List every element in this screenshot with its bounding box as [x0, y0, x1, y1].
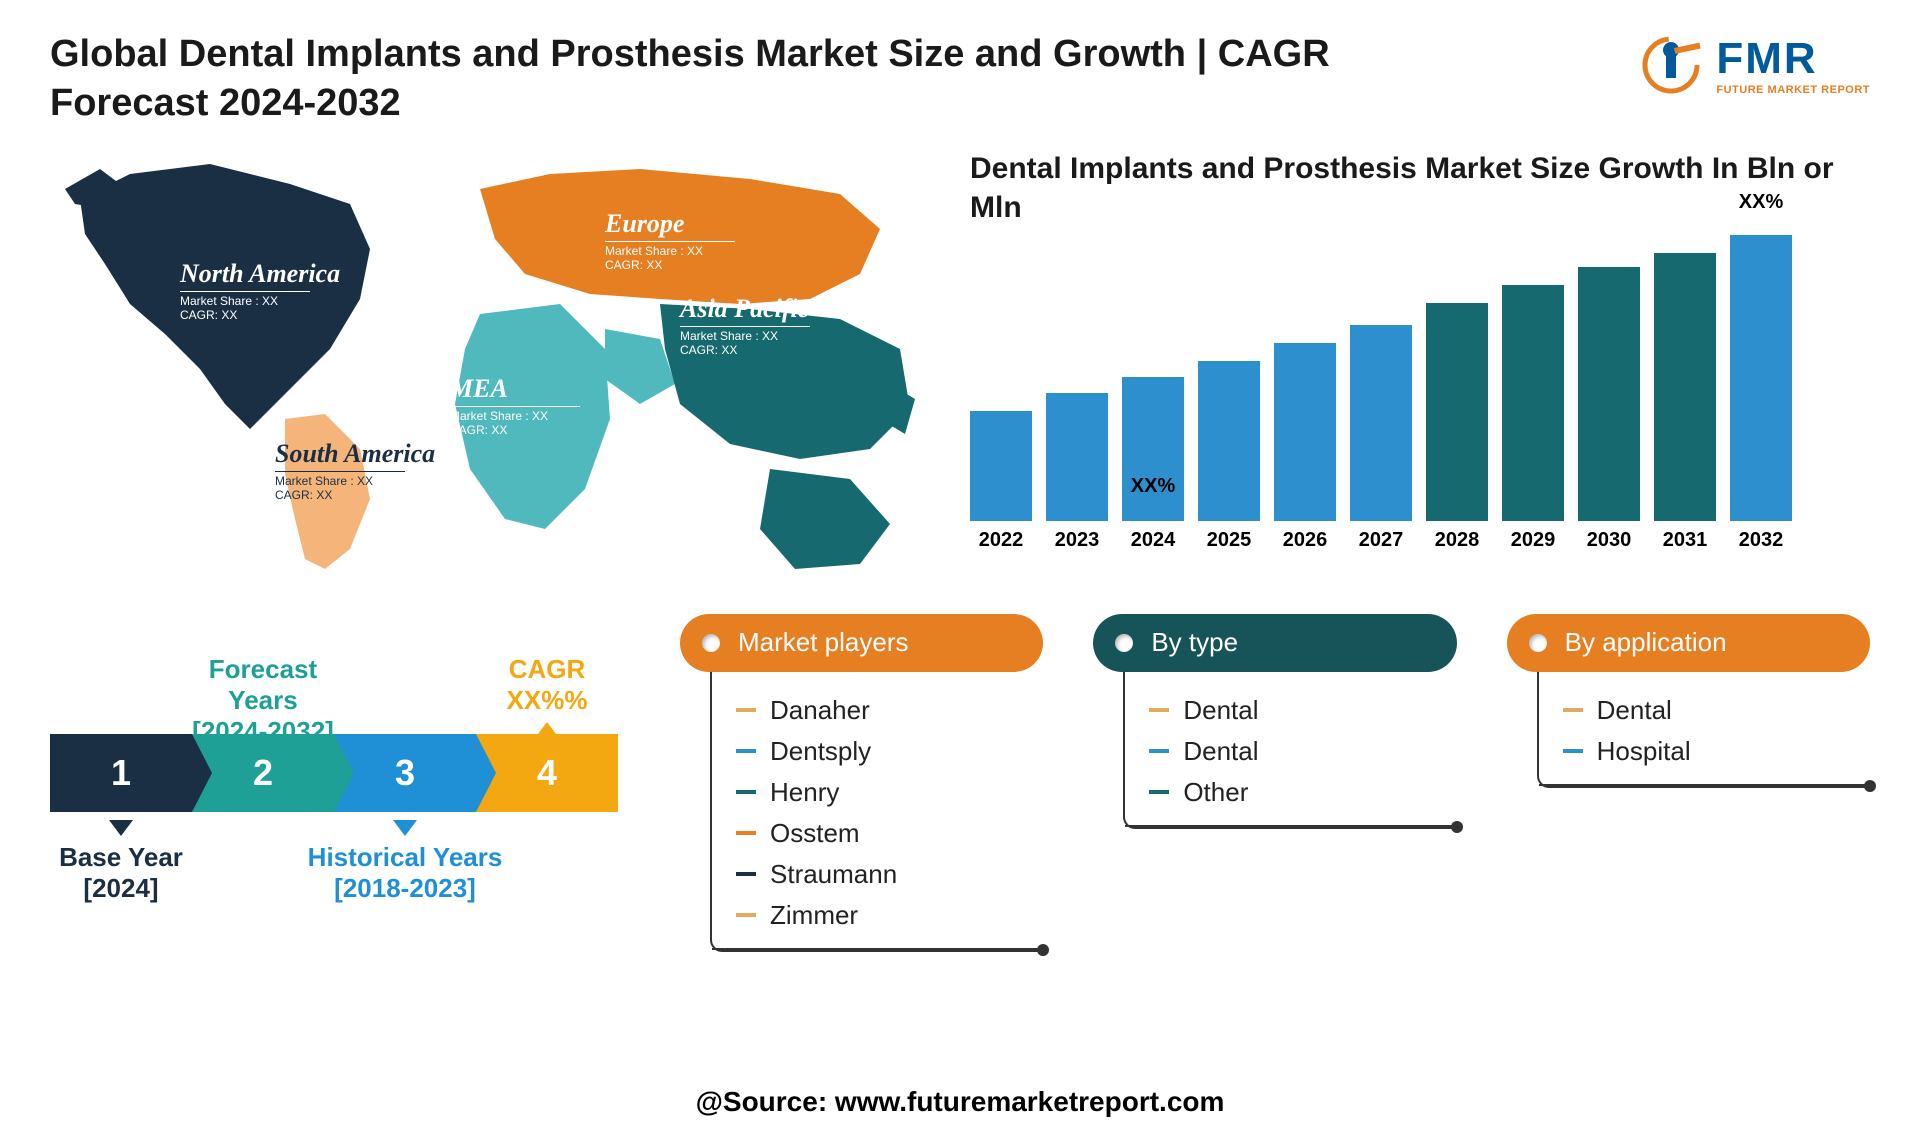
bar-chart: Dental Implants and Prosthesis Market Si… — [970, 149, 1870, 579]
pill-col-market-players: Market players DanaherDentsplyHenryOsstem… — [680, 614, 1043, 952]
timeline-label: Historical Years[2018-2023] — [305, 820, 505, 904]
timeline-label: CAGRXX%% — [457, 654, 637, 738]
logo-text: FMR — [1716, 34, 1870, 84]
map-svg — [50, 149, 930, 579]
region-label-europe: EuropeMarket Share : XXCAGR: XX — [605, 209, 735, 272]
timeline-seg-2: 2 — [192, 734, 334, 812]
list-item: Other — [1149, 772, 1456, 813]
source-attribution: @Source: www.futuremarketreport.com — [696, 1086, 1225, 1118]
bar-2027: 2027 — [1350, 325, 1412, 552]
list-item: Osstem — [736, 813, 1043, 854]
pill-header: By type — [1093, 614, 1456, 672]
logo-subtitle: FUTURE MARKET REPORT — [1716, 84, 1870, 96]
chart-title: Dental Implants and Prosthesis Market Si… — [970, 149, 1870, 227]
list-item: Straumann — [736, 854, 1043, 895]
list-item: Henry — [736, 772, 1043, 813]
region-label-north-america: North AmericaMarket Share : XXCAGR: XX — [180, 259, 340, 322]
list-item: Hospital — [1563, 731, 1870, 772]
pill-col-by-application: By application DentalHospital — [1507, 614, 1870, 952]
list-item: Dental — [1149, 731, 1456, 772]
chart-bars: 20222023XX%20242025202620272028202920302… — [970, 242, 1870, 552]
timeline-label: Base Year[2024] — [21, 820, 221, 904]
pill-col-by-type: By typeDentalDentalOther — [1093, 614, 1456, 952]
pill-header: By application — [1507, 614, 1870, 672]
bar-2030: 2030 — [1578, 267, 1640, 552]
timeline-bar: 1234 — [50, 734, 640, 812]
world-map: North AmericaMarket Share : XXCAGR: XX So… — [50, 149, 930, 579]
bar-2028: 2028 — [1426, 303, 1488, 552]
bar-2029: 2029 — [1502, 285, 1564, 552]
page-title: Global Dental Implants and Prosthesis Ma… — [50, 30, 1370, 129]
region-label-asia-pacific: Asia PacificMarket Share : XXCAGR: XX — [680, 294, 810, 357]
bar-2023: 2023 — [1046, 393, 1108, 552]
bar-2031: 2031 — [1654, 253, 1716, 552]
region-label-mea: MEAMarket Share : XXCAGR: XX — [450, 374, 580, 437]
bar-2022: 2022 — [970, 411, 1032, 552]
fmr-logo-icon — [1636, 30, 1706, 100]
list-item: Zimmer — [736, 895, 1043, 936]
bar-2025: 2025 — [1198, 361, 1260, 552]
timeline-seg-4: 4 — [476, 734, 618, 812]
region-label-south-america: South AmericaMarket Share : XXCAGR: XX — [275, 439, 435, 502]
timeline-seg-3: 3 — [334, 734, 476, 812]
bar-2024: XX%2024 — [1122, 377, 1184, 552]
category-columns: Market players DanaherDentsplyHenryOsstem… — [680, 614, 1870, 952]
bar-2032: XX%2032 — [1730, 235, 1792, 552]
list-item: Dentsply — [736, 731, 1043, 772]
timeline: Forecast Years[2024-2032]CAGRXX%% 1234 B… — [50, 614, 640, 952]
logo: FMR FUTURE MARKET REPORT — [1636, 30, 1870, 100]
list-item: Danaher — [736, 690, 1043, 731]
timeline-seg-1: 1 — [50, 734, 192, 812]
list-item: Dental — [1149, 690, 1456, 731]
bar-2026: 2026 — [1274, 343, 1336, 552]
pill-header: Market players — [680, 614, 1043, 672]
list-item: Dental — [1563, 690, 1870, 731]
